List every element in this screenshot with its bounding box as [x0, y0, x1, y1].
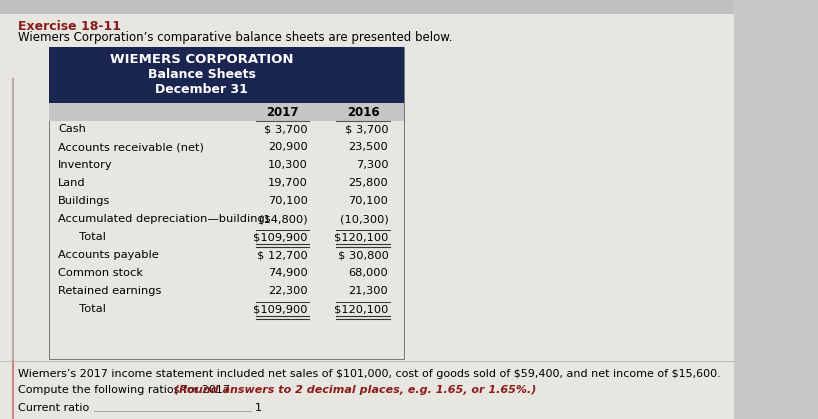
Text: 68,000: 68,000	[348, 268, 389, 278]
Text: Total: Total	[72, 232, 106, 242]
Text: $ 3,700: $ 3,700	[344, 124, 389, 134]
FancyBboxPatch shape	[49, 47, 403, 103]
Text: 2017: 2017	[267, 106, 299, 119]
Text: 22,300: 22,300	[268, 286, 308, 296]
Text: 25,800: 25,800	[348, 178, 389, 188]
Text: Common stock: Common stock	[58, 268, 143, 278]
FancyBboxPatch shape	[0, 14, 734, 419]
Text: 23,500: 23,500	[348, 142, 389, 152]
Text: (14,800): (14,800)	[259, 214, 308, 224]
Text: Land: Land	[58, 178, 86, 188]
Text: (10,300): (10,300)	[339, 214, 389, 224]
Text: Inventory: Inventory	[58, 160, 113, 170]
Text: Wiemers’s 2017 income statement included net sales of $101,000, cost of goods so: Wiemers’s 2017 income statement included…	[18, 369, 721, 379]
FancyBboxPatch shape	[0, 361, 734, 419]
Text: Wiemers Corporation’s comparative balance sheets are presented below.: Wiemers Corporation’s comparative balanc…	[18, 31, 452, 44]
Text: Accounts receivable (net): Accounts receivable (net)	[58, 142, 204, 152]
Text: $ 12,700: $ 12,700	[257, 250, 308, 260]
Text: 21,300: 21,300	[348, 286, 389, 296]
Text: Compute the following ratios for 2017.: Compute the following ratios for 2017.	[18, 385, 237, 395]
Text: $ 3,700: $ 3,700	[264, 124, 308, 134]
Text: $109,900: $109,900	[253, 232, 308, 242]
Text: $109,900: $109,900	[253, 304, 308, 314]
Text: Accumulated depreciation—buildings: Accumulated depreciation—buildings	[58, 214, 271, 224]
Text: WIEMERS CORPORATION: WIEMERS CORPORATION	[110, 53, 294, 66]
Text: $120,100: $120,100	[334, 304, 389, 314]
FancyBboxPatch shape	[49, 103, 403, 121]
Text: Cash: Cash	[58, 124, 86, 134]
Text: 7,300: 7,300	[356, 160, 389, 170]
Text: Current ratio: Current ratio	[18, 403, 89, 413]
Text: Accounts payable: Accounts payable	[58, 250, 159, 260]
FancyBboxPatch shape	[0, 0, 734, 14]
Text: Exercise 18-11: Exercise 18-11	[18, 20, 121, 33]
Text: 1: 1	[254, 403, 262, 413]
Text: $ 30,800: $ 30,800	[338, 250, 389, 260]
Text: 2016: 2016	[347, 106, 380, 119]
Text: $120,100: $120,100	[334, 232, 389, 242]
Text: Retained earnings: Retained earnings	[58, 286, 162, 296]
FancyBboxPatch shape	[49, 47, 403, 359]
Text: (Round answers to 2 decimal places, e.g. 1.65, or 1.65%.): (Round answers to 2 decimal places, e.g.…	[173, 385, 536, 395]
Text: Balance Sheets: Balance Sheets	[148, 68, 255, 81]
Text: 20,900: 20,900	[268, 142, 308, 152]
Text: Total: Total	[72, 304, 106, 314]
Text: 19,700: 19,700	[267, 178, 308, 188]
Text: 74,900: 74,900	[268, 268, 308, 278]
Text: 10,300: 10,300	[267, 160, 308, 170]
Text: 70,100: 70,100	[348, 196, 389, 206]
Text: December 31: December 31	[155, 83, 248, 96]
Text: 70,100: 70,100	[267, 196, 308, 206]
Text: Buildings: Buildings	[58, 196, 110, 206]
